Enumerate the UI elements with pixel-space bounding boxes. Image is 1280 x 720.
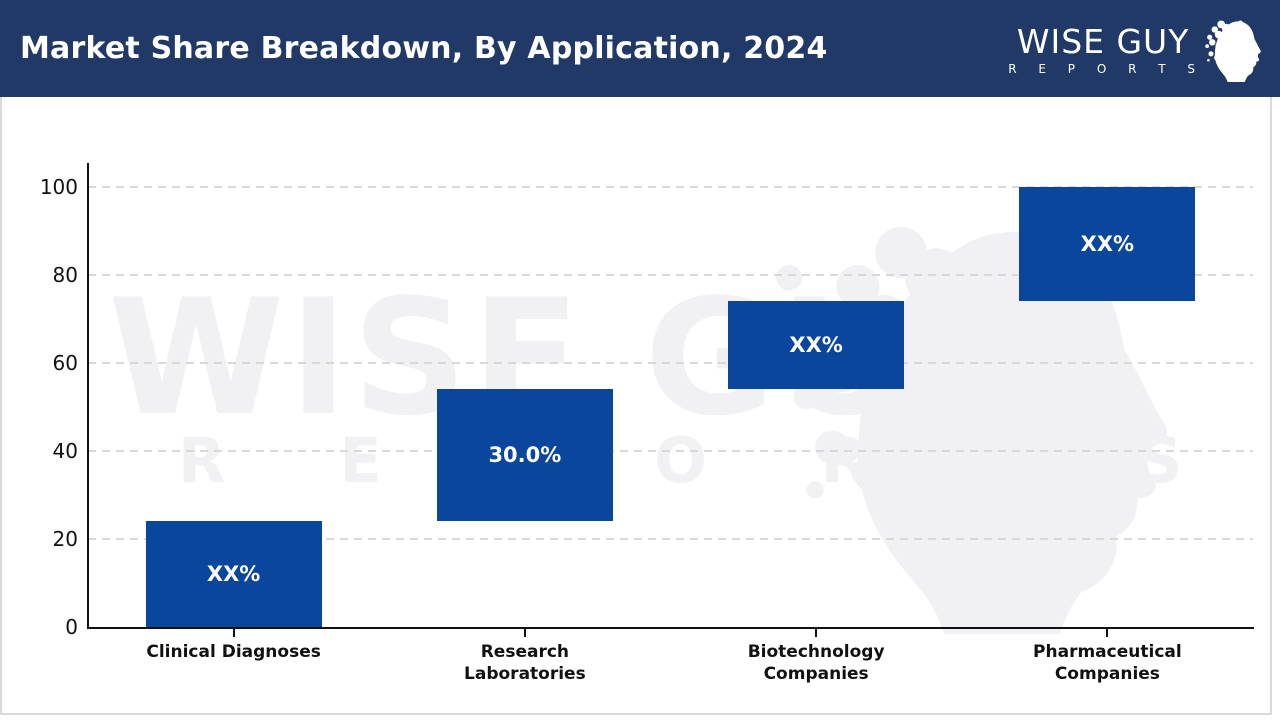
bar-value-label: XX% <box>789 333 843 358</box>
x-tick <box>232 629 235 637</box>
x-tick <box>1106 629 1109 637</box>
x-tick-label: Biotechnology Companies <box>747 642 885 684</box>
gridline <box>88 450 1253 452</box>
header: Market Share Breakdown, By Application, … <box>0 0 1280 97</box>
logo-text: WISE GUY R E P O R T S <box>1002 22 1204 77</box>
x-axis-line <box>87 627 1254 629</box>
x-tick-label: Clinical Diagnoses <box>146 642 321 662</box>
bar-value-label: XX% <box>1080 232 1135 257</box>
y-tick-label: 0 <box>65 615 78 639</box>
gridline <box>88 538 1253 540</box>
y-tick-label: 80 <box>52 263 78 287</box>
y-tick-label: 20 <box>52 527 78 551</box>
gridline <box>88 186 1253 188</box>
bar: XX% <box>728 301 905 390</box>
y-tick-label: 40 <box>52 439 78 463</box>
x-tick-label: Pharmaceutical Companies <box>1033 642 1182 684</box>
gridline <box>88 274 1253 276</box>
logo-head-icon <box>1205 20 1261 82</box>
bar: XX% <box>145 521 322 627</box>
logo-wordmark: WISE GUY <box>1016 22 1190 61</box>
x-tick <box>815 629 818 637</box>
bar: 30.0% <box>436 389 613 522</box>
bar-value-label: XX% <box>206 562 261 587</box>
y-tick-label: 100 <box>39 175 78 199</box>
bar: XX% <box>1019 187 1196 302</box>
gridline <box>88 362 1253 364</box>
chart-title: Market Share Breakdown, By Application, … <box>20 31 828 66</box>
y-tick-label: 60 <box>52 351 78 375</box>
logo-subtitle: R E P O R T S <box>1008 62 1204 76</box>
brand-logo: WISE GUY R E P O R T S <box>1002 8 1266 92</box>
x-tick-label: Research Laboratories <box>464 642 586 684</box>
x-tick <box>523 629 526 637</box>
bar-value-label: 30.0% <box>488 443 562 468</box>
y-axis-line <box>87 163 89 629</box>
